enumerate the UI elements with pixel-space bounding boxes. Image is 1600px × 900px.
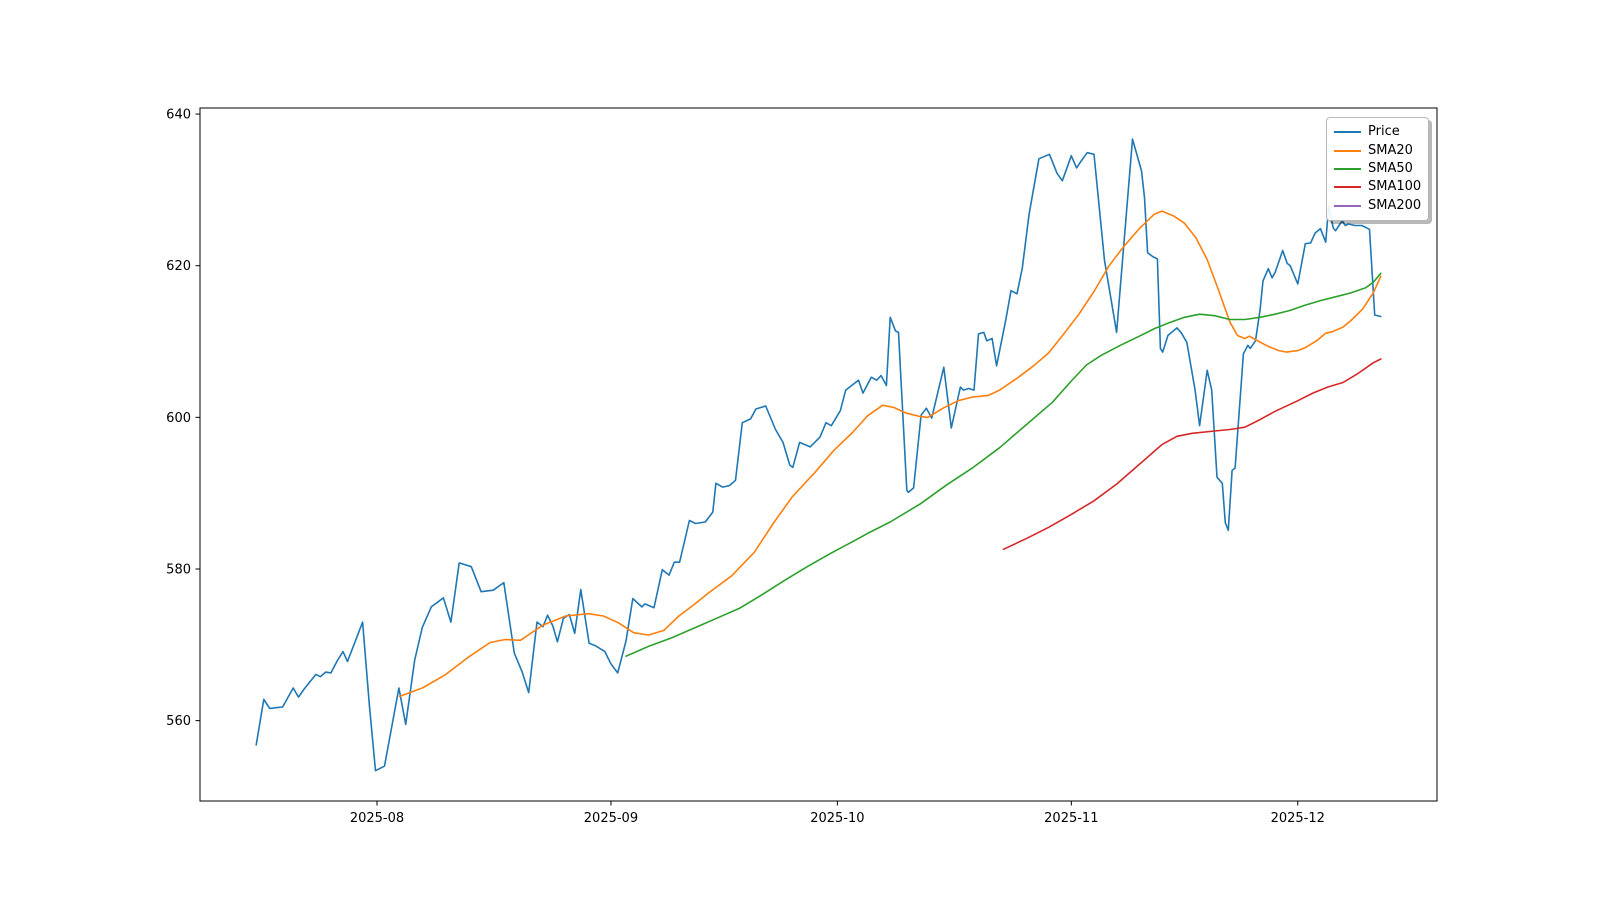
sma20-line (398, 210, 1382, 698)
y-tick-label: 560 (166, 714, 191, 729)
sma100-line (1002, 358, 1382, 551)
x-tick-label: 2025-12 (1271, 811, 1325, 826)
sma20-legend-line-icon (1334, 149, 1361, 152)
y-tick-label: 620 (166, 259, 191, 274)
legend: Price SMA20 SMA50 SMA100 SMA200 (1326, 117, 1429, 221)
sma100-legend-line-icon (1334, 186, 1361, 189)
axes-frame (199, 107, 1438, 802)
legend-label: Price (1368, 124, 1400, 140)
y-tick-label: 600 (166, 411, 191, 426)
sma50-legend-line-icon (1334, 167, 1361, 170)
x-tick-label: 2025-08 (350, 811, 404, 826)
legend-entry-sma20: SMA20 (1334, 142, 1420, 160)
legend-label: SMA50 (1368, 160, 1413, 176)
sma50-line (625, 272, 1382, 658)
price-line (255, 138, 1382, 772)
price-legend-line-icon (1334, 131, 1361, 134)
legend-entry-sma200: SMA200 (1334, 197, 1422, 215)
x-tick-label: 2025-11 (1044, 811, 1098, 826)
legend-entry-price: Price (1334, 123, 1420, 141)
legend-label: SMA100 (1368, 179, 1422, 195)
x-tick-label: 2025-09 (584, 811, 638, 826)
legend-entry-sma100: SMA100 (1334, 178, 1422, 196)
sma200-legend-line-icon (1334, 204, 1361, 207)
x-tick-label: 2025-10 (810, 811, 864, 826)
y-tick-label: 640 (166, 108, 191, 123)
legend-entry-sma50: SMA50 (1334, 160, 1420, 178)
y-tick-label: 580 (166, 562, 191, 577)
legend-label: SMA20 (1368, 142, 1413, 158)
legend-label: SMA200 (1368, 197, 1422, 213)
